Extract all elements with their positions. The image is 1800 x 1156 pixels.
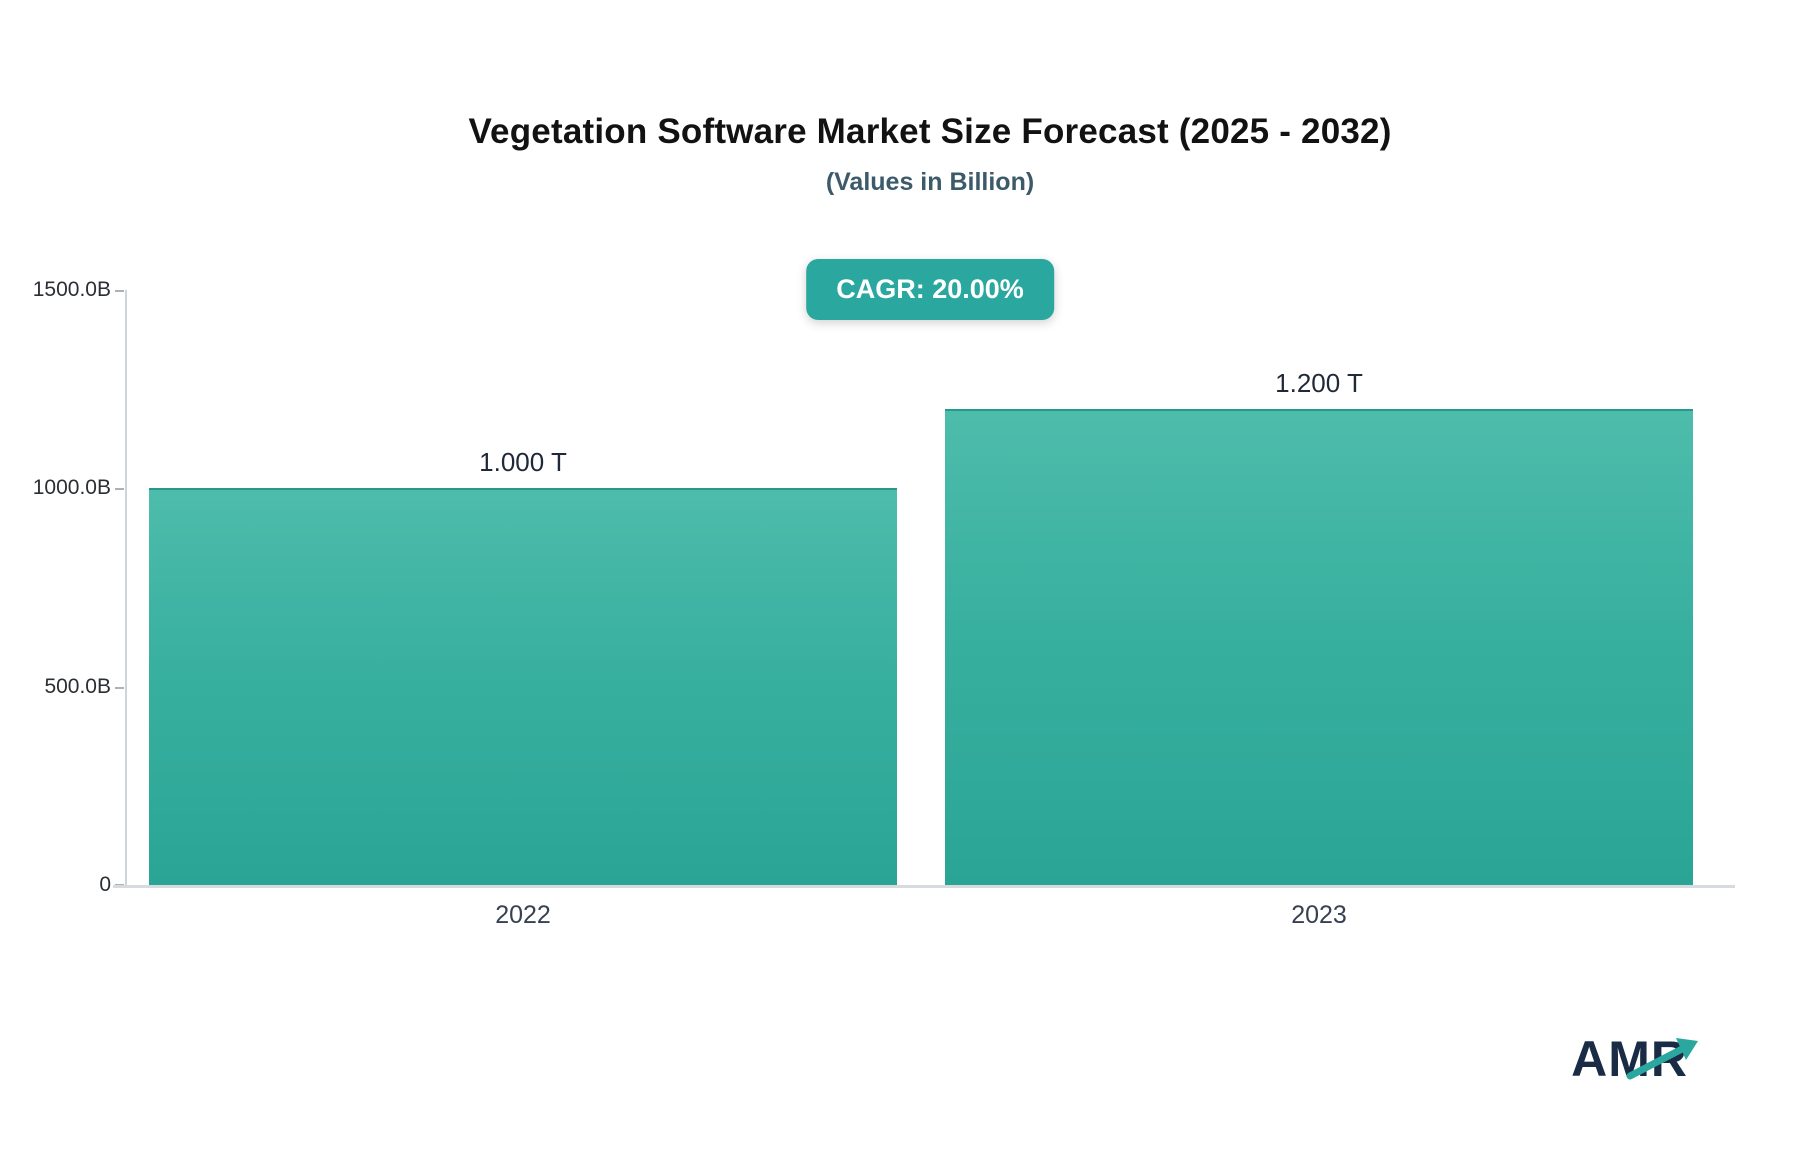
x-axis-label-2023: 2023 bbox=[1291, 901, 1347, 929]
bar-2023 bbox=[945, 409, 1693, 885]
bar-value-label-2023: 1.200 T bbox=[1275, 368, 1363, 398]
y-axis bbox=[125, 290, 127, 887]
y-tick-label-500: 500.0B bbox=[44, 675, 111, 698]
y-tick-mark bbox=[115, 687, 124, 689]
y-tick-label-1000: 1000.0B bbox=[32, 476, 111, 499]
y-tick-mark bbox=[115, 488, 124, 490]
y-tick-label-0: 0 bbox=[99, 873, 111, 896]
x-axis-label-2022: 2022 bbox=[495, 901, 551, 929]
amr-logo: AMR bbox=[1571, 1030, 1698, 1088]
y-tick-mark bbox=[115, 290, 124, 292]
bar-2022 bbox=[149, 488, 897, 885]
chart-title: Vegetation Software Market Size Forecast… bbox=[468, 112, 1392, 151]
chart-header: Vegetation Software Market Size Forecast… bbox=[127, 112, 1733, 197]
bar-group-2023: 1.200 T 2023 bbox=[945, 368, 1693, 929]
plot-area: 1500.0B 1000.0B 500.0B 0 1.000 T 2022 1.… bbox=[33, 278, 1735, 929]
chart-subtitle: (Values in Billion) bbox=[825, 168, 1035, 196]
bar-value-label-2022: 1.000 T bbox=[479, 447, 567, 477]
amr-logo-text: AMR bbox=[1571, 1031, 1688, 1087]
x-axis bbox=[113, 885, 1735, 888]
y-tick-label-1500: 1500.0B bbox=[32, 278, 111, 301]
cagr-badge: CAGR: 20.00% bbox=[806, 259, 1054, 320]
bar-group-2022: 1.000 T 2022 bbox=[149, 447, 897, 929]
